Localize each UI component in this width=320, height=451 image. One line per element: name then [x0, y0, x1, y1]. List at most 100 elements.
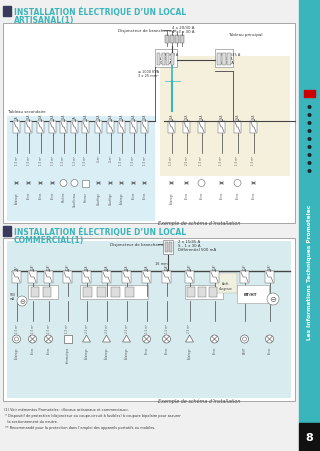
Bar	[3, 226, 11, 236]
Polygon shape	[102, 335, 110, 342]
Circle shape	[211, 335, 219, 343]
Text: 10A*: 10A*	[188, 263, 191, 269]
Text: Arrêt: Arrêt	[222, 281, 230, 285]
Circle shape	[12, 335, 20, 343]
Text: 500 mA: 500 mA	[220, 61, 234, 65]
Text: 1.5 m²: 1.5 m²	[14, 323, 19, 332]
Bar	[162, 54, 164, 66]
Bar	[250, 122, 257, 133]
Bar	[63, 335, 71, 343]
Circle shape	[308, 154, 311, 157]
Text: 10A*: 10A*	[164, 263, 169, 269]
Circle shape	[308, 106, 311, 109]
Text: Informatique: Informatique	[66, 346, 69, 363]
Text: 4 m²: 4 m²	[108, 156, 113, 162]
Text: ARTISANAL(1): ARTISANAL(1)	[14, 17, 74, 25]
Bar	[227, 54, 230, 66]
Bar	[168, 122, 175, 133]
Bar	[170, 36, 173, 44]
Text: 16A: 16A	[185, 113, 188, 119]
Text: la sectionnement du neutre.: la sectionnement du neutre.	[4, 419, 58, 423]
Text: 1.5 m²: 1.5 m²	[84, 156, 87, 165]
Bar	[234, 122, 241, 133]
Text: 16A: 16A	[142, 113, 147, 119]
Text: Réserve: Réserve	[84, 192, 87, 202]
Bar	[299, 423, 320, 451]
Text: 1.5 m²: 1.5 m²	[220, 156, 223, 165]
Text: INSTALLATION ÉLECTRIQUE D’UN LOCAL: INSTALLATION ÉLECTRIQUE D’UN LOCAL	[14, 227, 186, 236]
Bar	[157, 54, 160, 66]
Bar	[166, 54, 169, 66]
Circle shape	[308, 162, 311, 165]
Text: 1.5 m²: 1.5 m²	[119, 156, 124, 165]
Text: 1.5 m²: 1.5 m²	[30, 323, 35, 332]
Circle shape	[44, 335, 52, 343]
Bar	[43, 287, 51, 297]
Text: 1.5 m²: 1.5 m²	[199, 156, 204, 165]
Text: 2A*: 2A*	[14, 264, 19, 269]
Bar	[28, 272, 37, 283]
Bar	[217, 54, 220, 66]
Polygon shape	[123, 335, 131, 342]
Bar	[180, 36, 183, 44]
Text: Éclairage: Éclairage	[124, 346, 129, 358]
Text: 4A: 4A	[73, 115, 76, 119]
Text: Tableau secondaire: Tableau secondaire	[8, 110, 46, 114]
Text: Prises: Prises	[220, 192, 223, 199]
Bar	[209, 287, 217, 297]
Circle shape	[308, 115, 311, 117]
Text: Prises: Prises	[132, 192, 135, 199]
Bar	[122, 272, 131, 283]
Text: BT/HT: BT/HT	[244, 292, 258, 296]
Circle shape	[308, 170, 311, 173]
Polygon shape	[186, 335, 194, 342]
Text: Chauffe-eau: Chauffe-eau	[73, 192, 76, 207]
Text: * Dispositif de protection (disjoncteur ou coupe-circuit à fusibles) à coupure b: * Dispositif de protection (disjoncteur …	[4, 413, 181, 417]
Text: 16A: 16A	[38, 113, 43, 119]
Text: Prises: Prises	[212, 346, 217, 354]
Text: Éclairage: Éclairage	[119, 192, 124, 203]
Text: 8: 8	[306, 432, 313, 442]
Bar	[118, 122, 125, 133]
Bar	[304, 91, 315, 98]
Circle shape	[163, 335, 171, 343]
Bar	[37, 122, 44, 133]
Text: 10A*: 10A*	[46, 263, 51, 269]
Text: 1.5 m²: 1.5 m²	[66, 323, 69, 332]
Text: 2.5 m²: 2.5 m²	[188, 323, 191, 332]
Bar	[82, 122, 89, 133]
Bar	[7, 117, 155, 221]
Text: Chauffage: Chauffage	[97, 192, 100, 204]
Circle shape	[142, 335, 150, 343]
Text: Tableau principal: Tableau principal	[228, 33, 262, 37]
Bar	[125, 287, 134, 297]
Text: 32A*: 32A*	[268, 262, 271, 269]
Bar	[3, 239, 295, 401]
Bar	[142, 272, 151, 283]
Text: Prises: Prises	[268, 346, 271, 354]
Text: 4 x 20/30 A: 4 x 20/30 A	[172, 26, 194, 30]
Text: Éclairage: Éclairage	[169, 192, 174, 203]
Text: 16A: 16A	[124, 264, 129, 269]
Text: d'urgence: d'urgence	[219, 286, 233, 290]
Text: 16A: 16A	[199, 113, 204, 119]
Text: 1.5 m²: 1.5 m²	[73, 156, 76, 165]
Text: 3 x 25 mm²: 3 x 25 mm²	[138, 74, 159, 78]
Text: 2A: 2A	[14, 115, 19, 119]
Text: Exemple de schéma d’installation: Exemple de schéma d’installation	[157, 220, 240, 226]
Bar	[71, 122, 78, 133]
Text: 16A: 16A	[105, 264, 108, 269]
Bar	[299, 0, 320, 423]
Text: 16A: 16A	[51, 113, 54, 119]
Bar	[171, 54, 173, 66]
Text: 2.5 m²: 2.5 m²	[105, 323, 108, 332]
Bar	[25, 122, 32, 133]
Circle shape	[17, 296, 27, 306]
Bar	[185, 272, 194, 283]
Circle shape	[234, 180, 241, 187]
Text: 1.5 m²: 1.5 m²	[142, 156, 147, 165]
Text: 16A: 16A	[119, 113, 124, 119]
Text: 16A: 16A	[220, 113, 223, 119]
Text: 4 - 3 x 30 A: 4 - 3 x 30 A	[172, 30, 195, 34]
Text: ≤ 1000 KVA: ≤ 1000 KVA	[138, 70, 159, 74]
